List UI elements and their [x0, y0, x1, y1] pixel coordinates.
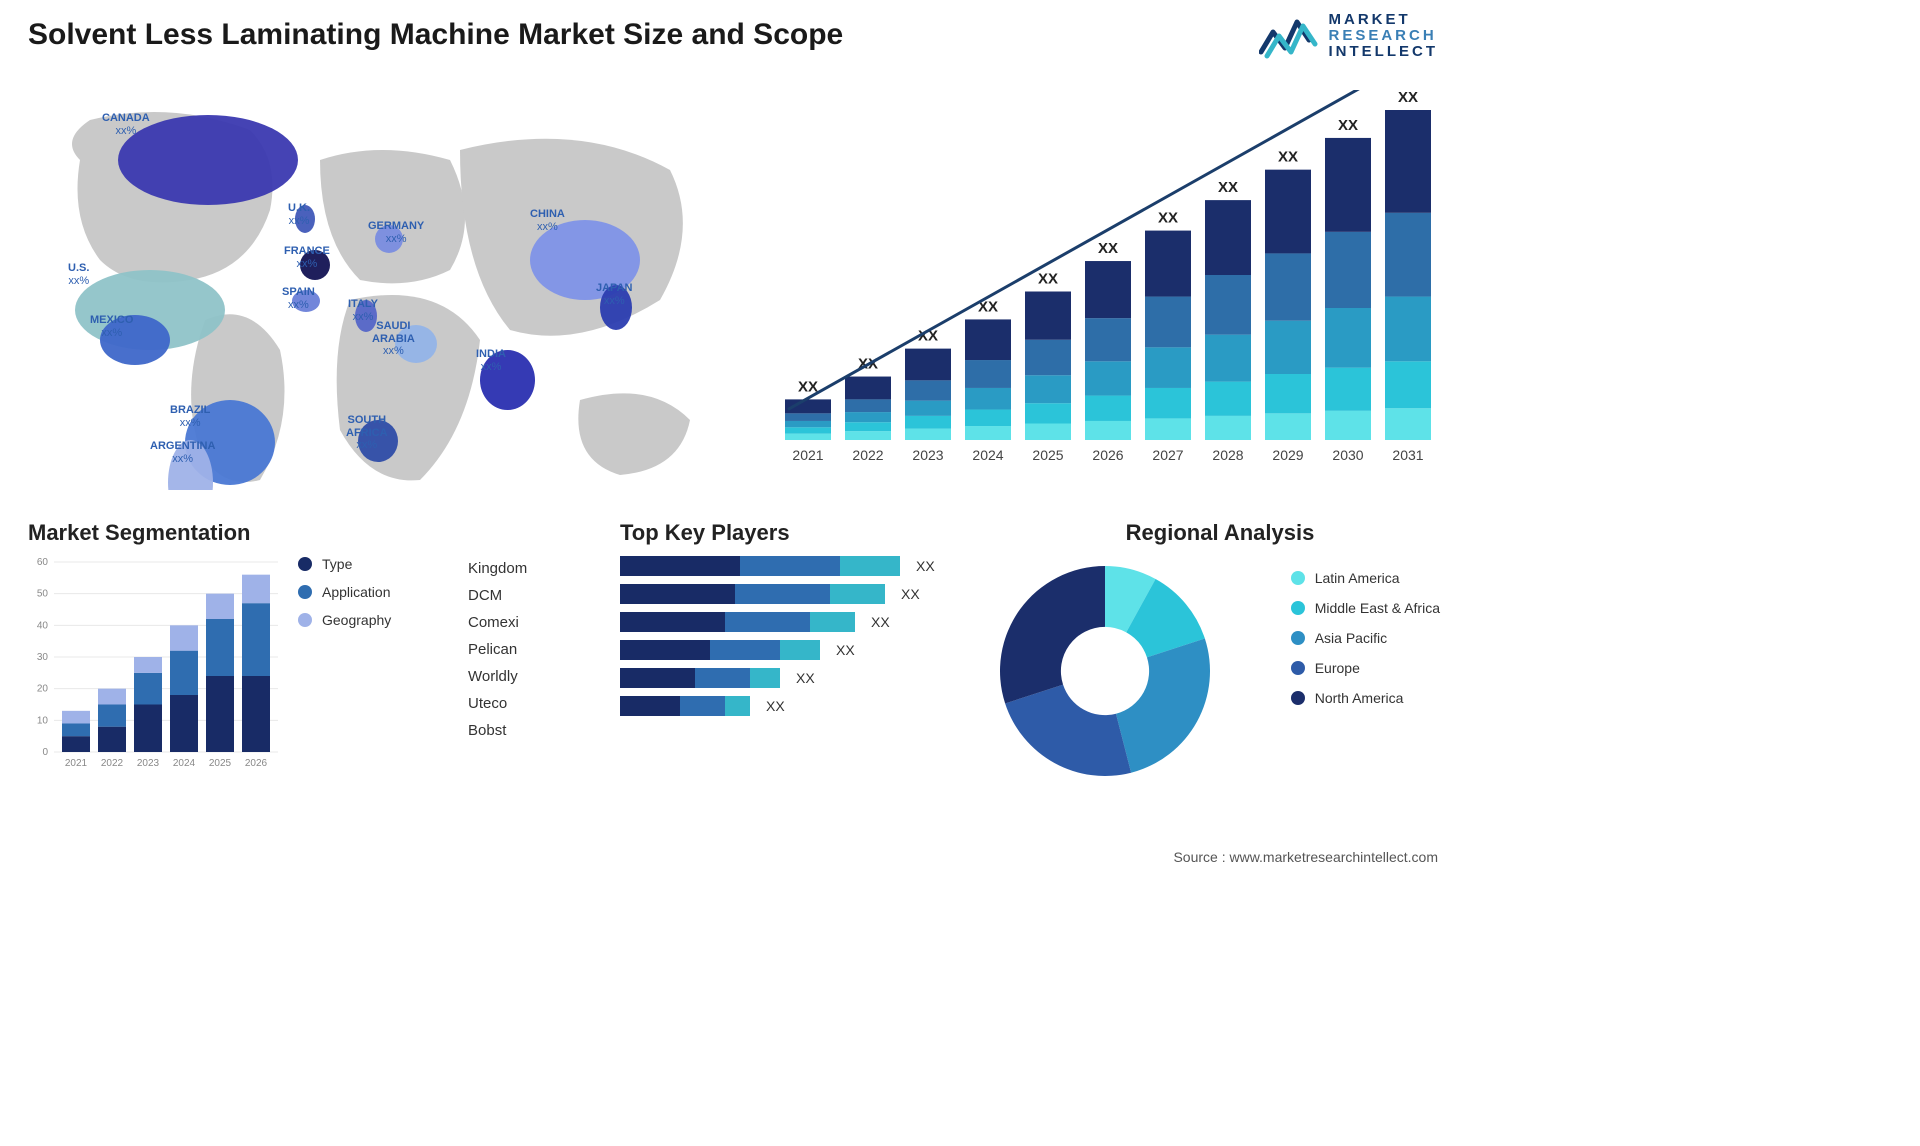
svg-text:XX: XX — [1218, 179, 1238, 196]
svg-text:2021: 2021 — [792, 447, 823, 463]
player-row: XX — [620, 668, 960, 688]
svg-text:2023: 2023 — [912, 447, 943, 463]
key-players-title: Top Key Players — [620, 520, 960, 546]
player-row: XX — [620, 556, 960, 576]
svg-text:2026: 2026 — [1092, 447, 1123, 463]
svg-text:XX: XX — [1038, 271, 1058, 288]
segmentation-legend: Type Application Geography — [298, 556, 391, 628]
svg-text:2021: 2021 — [65, 758, 88, 769]
player-row: XX — [620, 584, 960, 604]
svg-text:2031: 2031 — [1392, 447, 1423, 463]
main-bar-chart: XX 2021 XX 2022 XX 2023 XX 2024 XX 2025 XX 2026 XX 20… — [758, 90, 1438, 480]
svg-text:2027: 2027 — [1152, 447, 1183, 463]
map-label-u.k.: U.K.xx% — [288, 202, 310, 227]
regional-legend-item: Latin America — [1291, 570, 1440, 586]
page-title: Solvent Less Laminating Machine Market S… — [28, 18, 843, 52]
svg-text:30: 30 — [37, 652, 49, 663]
world-map: CANADAxx% U.S.xx% MEXICOxx% BRAZILxx% ARGENT… — [20, 90, 720, 490]
svg-text:2025: 2025 — [1032, 447, 1063, 463]
regional-section: Regional Analysis Latin America Middle Ea… — [1000, 520, 1440, 840]
map-label-japan: JAPANxx% — [596, 282, 632, 307]
svg-text:XX: XX — [1338, 117, 1358, 134]
regional-legend: Latin America Middle East & Africa Asia Pa… — [1291, 570, 1440, 706]
map-label-germany: GERMANYxx% — [368, 220, 424, 245]
segmentation-chart: 0 10 20 30 40 50 60 2021 2022 2023 2024 2025 2026 — [28, 556, 278, 786]
logo: MARKET RESEARCH INTELLECT — [1259, 12, 1439, 60]
svg-text:2029: 2029 — [1272, 447, 1303, 463]
map-label-argentina: ARGENTINAxx% — [150, 440, 215, 465]
svg-text:0: 0 — [42, 747, 48, 758]
key-players-section: Top Key Players XX XX XX XX XX XX — [480, 520, 960, 840]
seg-legend-item: Application — [298, 584, 391, 600]
map-label-china: CHINAxx% — [530, 208, 565, 233]
svg-text:2024: 2024 — [173, 758, 196, 769]
svg-text:XX: XX — [1398, 90, 1418, 106]
svg-text:XX: XX — [1158, 210, 1178, 227]
regional-donut — [1000, 566, 1210, 776]
player-row: XX — [620, 612, 960, 632]
svg-text:2028: 2028 — [1212, 447, 1243, 463]
player-row: XX — [620, 640, 960, 660]
svg-text:2026: 2026 — [245, 758, 268, 769]
map-label-saudi_arabia: SAUDIARABIAxx% — [372, 320, 415, 358]
svg-text:2022: 2022 — [852, 447, 883, 463]
svg-text:2024: 2024 — [972, 447, 1003, 463]
map-label-mexico: MEXICOxx% — [90, 314, 133, 339]
svg-text:50: 50 — [37, 589, 49, 600]
svg-text:2025: 2025 — [209, 758, 232, 769]
logo-line2: RESEARCH — [1329, 28, 1439, 44]
svg-text:2022: 2022 — [101, 758, 124, 769]
regional-legend-item: Middle East & Africa — [1291, 600, 1440, 616]
svg-text:XX: XX — [1098, 240, 1118, 257]
map-label-brazil: BRAZILxx% — [170, 404, 210, 429]
logo-line3: INTELLECT — [1329, 44, 1439, 60]
regional-legend-item: North America — [1291, 690, 1440, 706]
svg-text:20: 20 — [37, 684, 49, 695]
map-label-u.s.: U.S.xx% — [68, 262, 89, 287]
map-label-india: INDIAxx% — [476, 348, 506, 373]
player-row: XX — [620, 696, 960, 716]
svg-text:XX: XX — [1278, 149, 1298, 166]
logo-icon — [1259, 12, 1319, 60]
source-text: Source : www.marketresearchintellect.com — [1173, 849, 1438, 865]
map-label-canada: CANADAxx% — [102, 112, 150, 137]
map-label-south_africa: SOUTHAFRICAxx% — [346, 414, 388, 452]
regional-legend-item: Asia Pacific — [1291, 630, 1440, 646]
seg-legend-item: Geography — [298, 612, 391, 628]
svg-text:2023: 2023 — [137, 758, 160, 769]
svg-text:10: 10 — [37, 715, 49, 726]
segmentation-section: Market Segmentation 0 10 20 30 40 50 60 2021 202… — [28, 520, 468, 840]
svg-text:40: 40 — [37, 620, 49, 631]
map-label-spain: SPAINxx% — [282, 286, 315, 311]
svg-text:2030: 2030 — [1332, 447, 1363, 463]
key-players-chart: XX XX XX XX XX XX — [620, 556, 960, 716]
seg-legend-item: Type — [298, 556, 391, 572]
map-label-france: FRANCExx% — [284, 245, 330, 270]
svg-text:60: 60 — [37, 557, 49, 568]
segmentation-title: Market Segmentation — [28, 520, 468, 546]
regional-title: Regional Analysis — [1000, 520, 1440, 546]
regional-legend-item: Europe — [1291, 660, 1440, 676]
logo-line1: MARKET — [1329, 12, 1439, 28]
